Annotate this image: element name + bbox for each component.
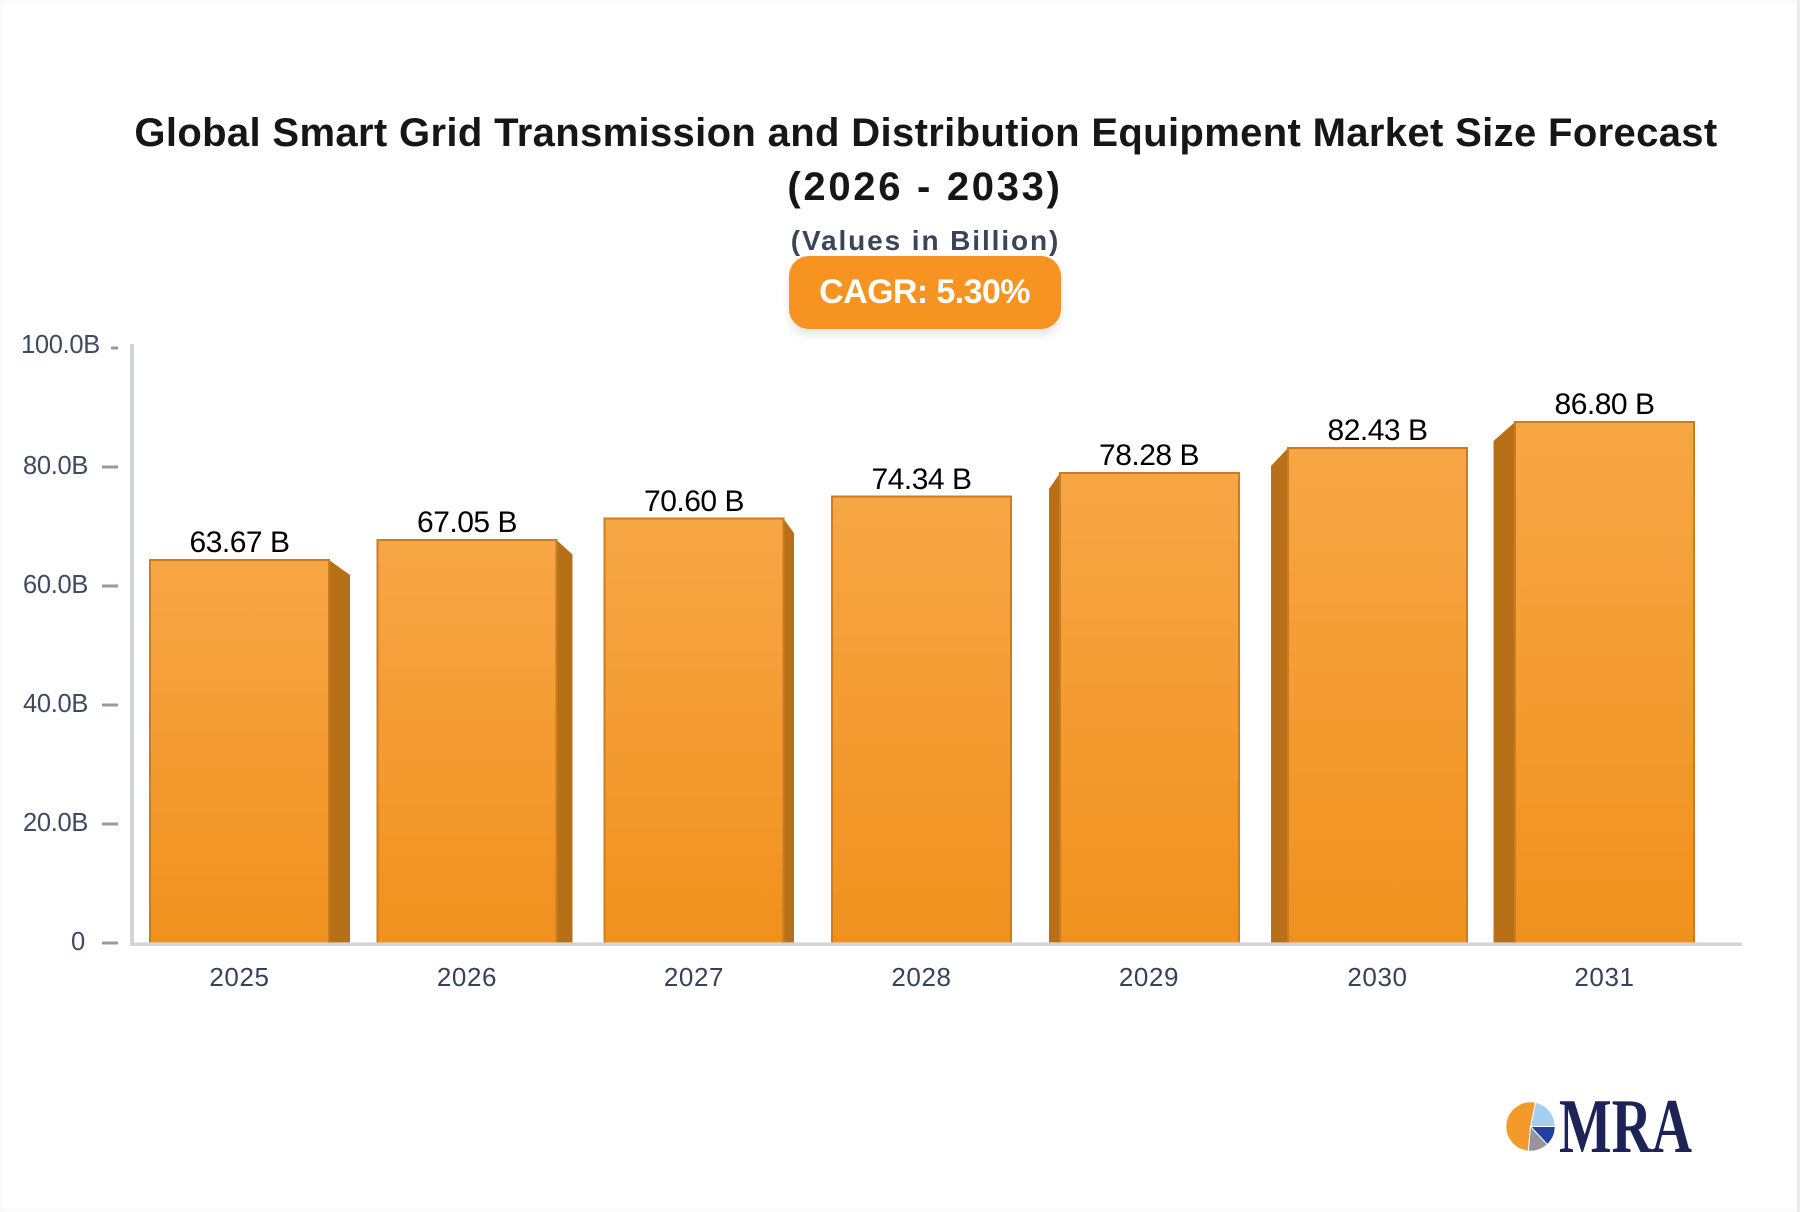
svg-text:MRA: MRA [1559, 1083, 1692, 1169]
